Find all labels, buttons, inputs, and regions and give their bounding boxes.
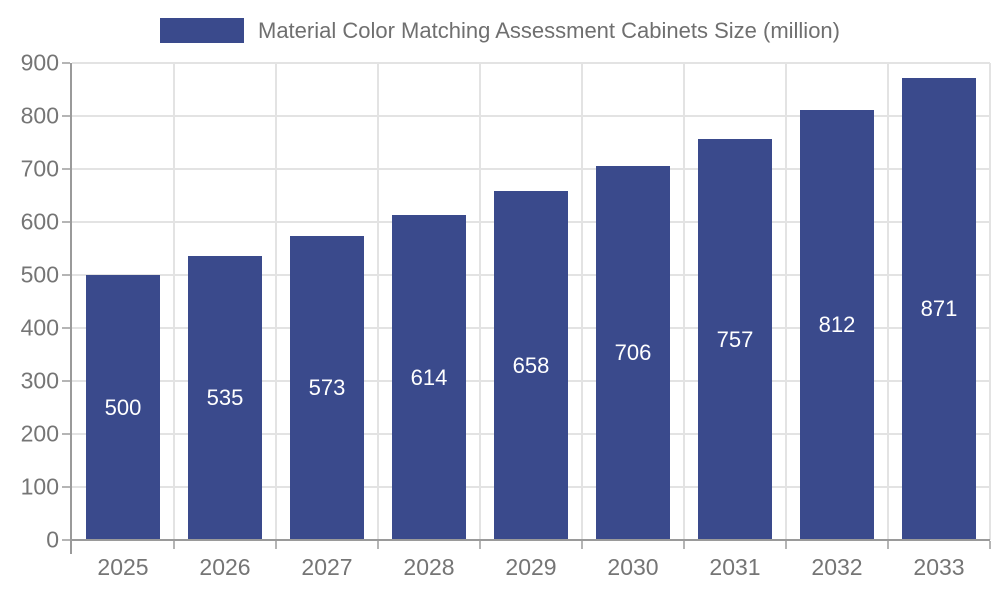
x-axis-tick (581, 541, 583, 549)
bar-2033 (902, 78, 976, 540)
h-gridline (72, 115, 990, 117)
bar-2027 (290, 236, 364, 540)
bar-2031 (698, 139, 772, 540)
y-tick-label: 700 (20, 155, 59, 182)
y-axis-tick (62, 168, 70, 170)
bar-2028 (392, 215, 466, 540)
bar-value-label: 706 (614, 340, 652, 365)
y-axis-tick (62, 486, 70, 488)
y-tick-label: 900 (20, 49, 59, 76)
bar-value-label: 658 (512, 352, 550, 378)
x-tick-label: 2033 (913, 554, 965, 580)
x-axis-tick (683, 541, 685, 549)
v-gridline (581, 63, 583, 540)
bar-value-label: 535 (206, 385, 244, 410)
bar-2032 (800, 110, 874, 540)
x-tick-label: 2025 (97, 554, 149, 580)
x-tick-label: 2031 (709, 554, 761, 580)
v-gridline (275, 63, 277, 540)
x-tick-label: 2027 (301, 554, 353, 580)
y-axis-tick (62, 62, 70, 64)
y-axis-tick (62, 221, 70, 223)
x-tick-label: 2030 (607, 554, 659, 580)
x-axis-tick (785, 541, 787, 549)
x-axis-tick (377, 541, 379, 549)
y-axis-tick (62, 433, 70, 435)
y-tick-label: 500 (20, 261, 59, 288)
y-tick-label: 600 (20, 208, 59, 235)
y-tick-label: 100 (20, 473, 59, 500)
legend-swatch (160, 18, 244, 43)
bar-value-label: 614 (410, 364, 448, 390)
bar-2029 (494, 191, 568, 540)
x-tick-label: 2029 (505, 554, 557, 580)
x-tick-label: 2028 (403, 554, 455, 580)
x-axis-tick (887, 541, 889, 549)
y-axis-line (70, 63, 72, 554)
y-axis-tick (62, 380, 70, 382)
x-axis-tick (173, 541, 175, 549)
x-axis-tick (275, 541, 277, 549)
y-tick-label: 300 (20, 367, 59, 394)
y-tick-label: 200 (20, 420, 59, 447)
bar-2025 (86, 275, 160, 540)
x-tick-label: 2026 (199, 554, 251, 580)
y-axis-tick (62, 274, 70, 276)
h-gridline (72, 62, 990, 64)
v-gridline (683, 63, 685, 540)
bar-value-label: 573 (308, 375, 346, 400)
h-gridline (72, 168, 990, 170)
v-gridline (785, 63, 787, 540)
bar-2030 (596, 166, 670, 540)
bar-value-label: 812 (818, 312, 856, 337)
x-axis-tick (479, 541, 481, 549)
v-gridline (479, 63, 481, 540)
legend[interactable]: Material Color Matching Assessment Cabin… (0, 18, 1000, 43)
y-tick-label: 0 (46, 526, 59, 553)
y-tick-label: 800 (20, 102, 59, 129)
x-tick-label: 2032 (811, 554, 863, 580)
bar-value-label: 757 (716, 326, 754, 352)
v-gridline (173, 63, 175, 540)
x-axis-line (64, 539, 990, 541)
y-axis-tick (62, 327, 70, 329)
bar-value-label: 500 (104, 394, 142, 420)
y-tick-label: 400 (20, 314, 59, 341)
legend-label: Material Color Matching Assessment Cabin… (258, 18, 840, 43)
bar-value-label: 871 (920, 296, 958, 321)
y-axis-tick (62, 115, 70, 117)
v-gridline (887, 63, 889, 540)
v-gridline (989, 63, 991, 540)
v-gridline (377, 63, 379, 540)
y-axis-tick (62, 539, 70, 541)
x-axis-tick (989, 541, 991, 549)
bar-2026 (188, 256, 262, 540)
